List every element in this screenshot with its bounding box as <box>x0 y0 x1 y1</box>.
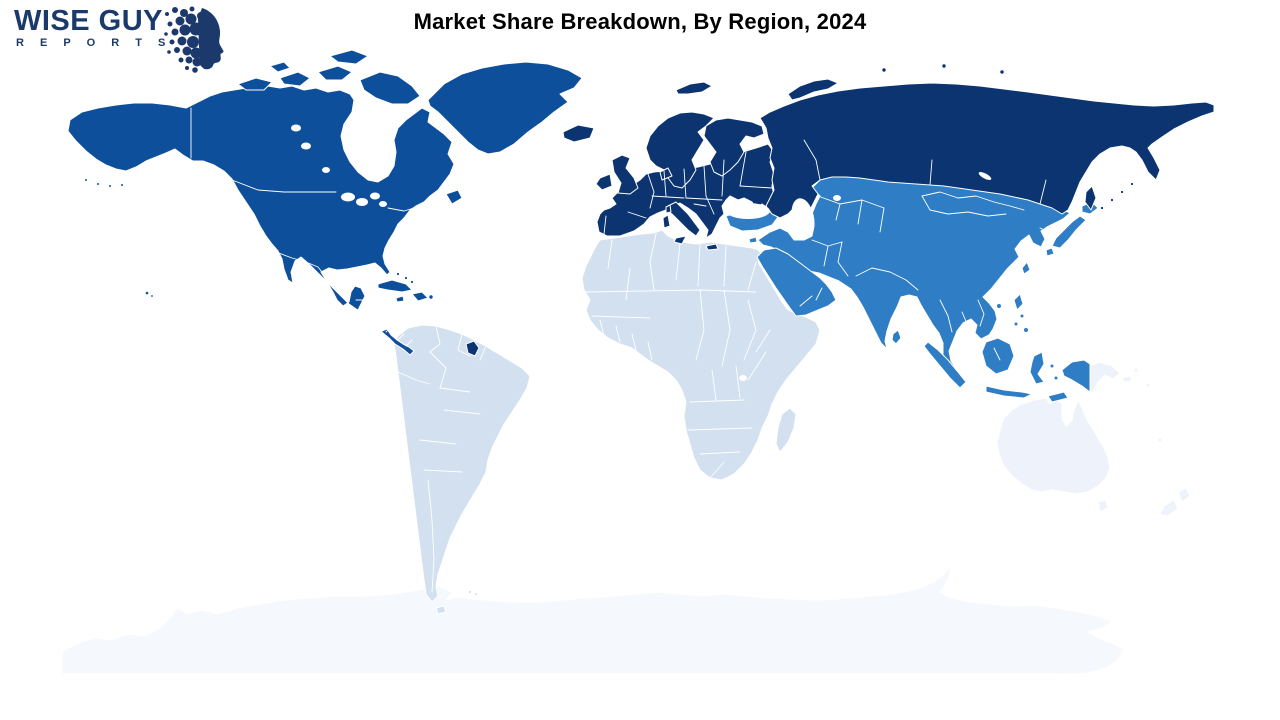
region-north-america <box>67 49 583 356</box>
philippines-luzon <box>1013 293 1024 311</box>
north-america-mainland <box>67 85 455 356</box>
taiwan <box>1021 261 1031 275</box>
italy <box>665 201 701 237</box>
logo-text: WISE GUY R E P O R T S <box>14 5 172 50</box>
greenland <box>427 61 583 155</box>
cuba <box>377 279 413 293</box>
australia <box>996 397 1111 495</box>
ellesmere-island <box>329 49 369 65</box>
newfoundland <box>445 189 463 205</box>
tierra-del-fuego <box>435 605 447 615</box>
hainan <box>996 303 1002 309</box>
great-britain <box>611 154 639 195</box>
japan-kyushu <box>1045 247 1055 257</box>
sulawesi <box>1029 351 1045 385</box>
region-asia <box>725 174 1099 403</box>
denmark <box>659 167 673 181</box>
region-south-america <box>393 324 531 615</box>
wise-guy-reports-logo: WISE GUY R E P O R T S <box>14 6 224 76</box>
border-us-canada <box>231 179 337 193</box>
sri-lanka <box>891 329 902 345</box>
sardinia <box>662 214 671 229</box>
caspian-sea <box>791 198 815 238</box>
region-antarctica <box>61 565 1125 675</box>
timor <box>1047 391 1069 403</box>
sakhalin <box>1084 185 1097 211</box>
hispaniola <box>411 291 429 302</box>
french-guiana <box>465 340 480 357</box>
japan-honshu <box>1051 215 1087 249</box>
corsica <box>665 204 672 214</box>
region-europe <box>465 81 775 357</box>
logo-subtitle: R E P O R T S <box>16 37 172 50</box>
finland-kola <box>703 117 765 177</box>
lake-baikal <box>978 172 992 180</box>
scandinavia <box>645 111 715 189</box>
lake-victoria <box>739 375 747 381</box>
crete <box>705 243 719 251</box>
hawaii <box>144 290 150 296</box>
great-lakes <box>341 192 355 202</box>
madagascar <box>775 407 797 453</box>
iceland <box>562 124 595 143</box>
logo-head-icon <box>164 6 224 73</box>
tasmania <box>1097 499 1109 513</box>
region-oceania <box>996 361 1191 517</box>
puerto-rico <box>428 294 434 300</box>
lake-winnipeg <box>322 167 330 173</box>
logo-title: WISE GUY <box>14 5 164 37</box>
papua-new-guinea <box>1089 361 1121 393</box>
black-sea <box>726 203 770 219</box>
new-zealand-north <box>1177 487 1191 503</box>
baffin-island <box>359 71 421 105</box>
water-bodies <box>291 124 992 381</box>
great-slave-lake <box>301 142 311 150</box>
sumatra <box>923 341 967 389</box>
new-zealand-south <box>1159 499 1179 517</box>
border-us-mexico <box>275 251 323 273</box>
novaya-zemlya <box>787 78 839 101</box>
aral-sea <box>833 195 841 201</box>
java <box>985 385 1033 399</box>
svalbard <box>675 81 713 95</box>
jamaica <box>395 295 405 303</box>
region-africa <box>581 229 821 481</box>
great-bear-lake <box>291 124 301 132</box>
ireland <box>595 173 613 191</box>
sicily <box>673 235 687 245</box>
west-papua <box>1061 359 1091 393</box>
cyprus <box>748 236 758 244</box>
chart-title: Market Share Breakdown, By Region, 2024 <box>413 9 867 34</box>
